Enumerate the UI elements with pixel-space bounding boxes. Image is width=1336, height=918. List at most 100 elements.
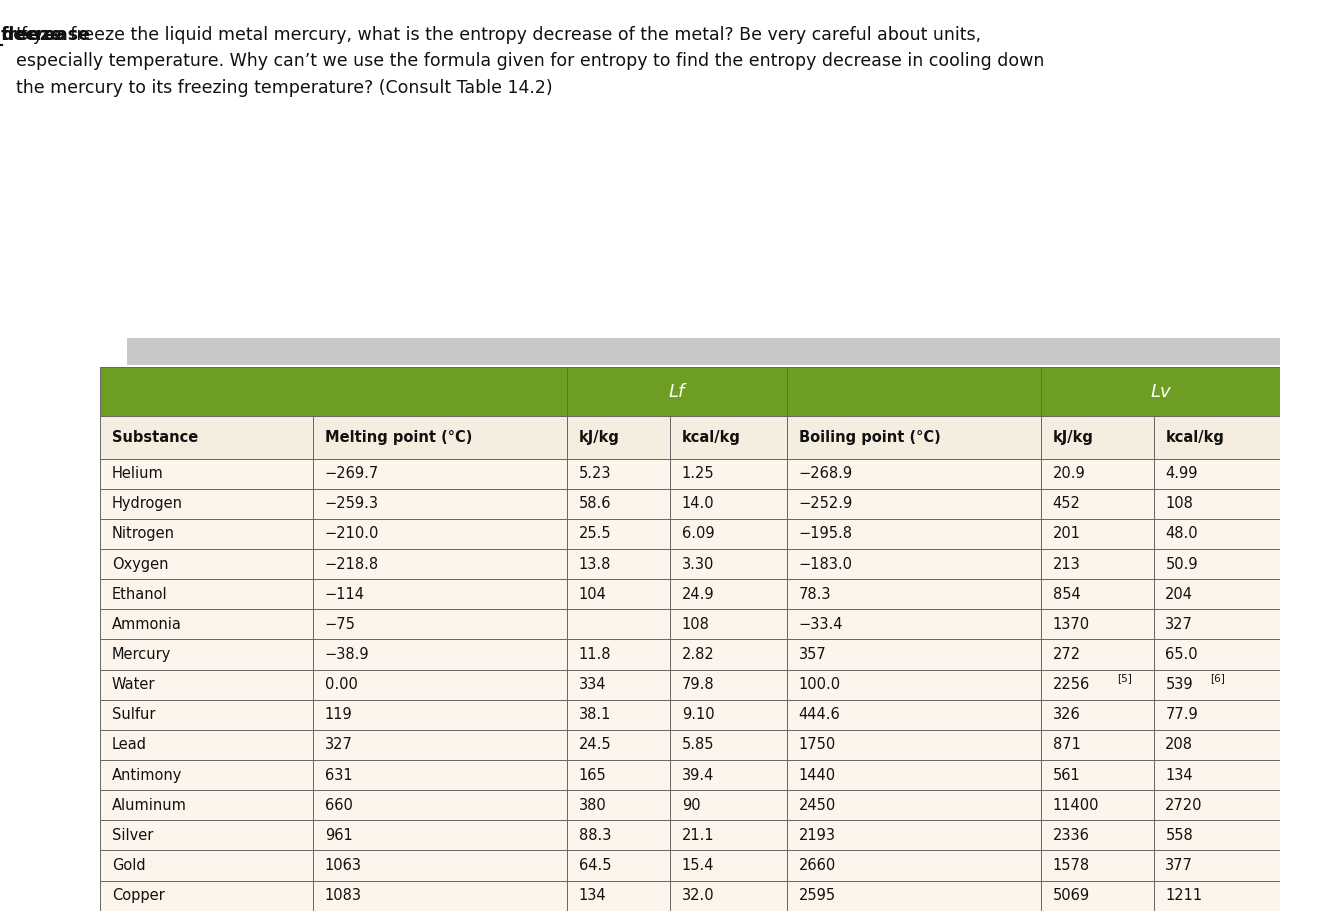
Bar [566, 458, 671, 488]
Bar [1153, 700, 1280, 730]
Bar [671, 610, 787, 639]
Bar [566, 639, 671, 669]
Text: 444.6: 444.6 [799, 707, 840, 722]
Bar [671, 488, 787, 519]
Bar [671, 458, 787, 488]
Text: 1370: 1370 [1053, 617, 1090, 632]
Text: 539: 539 [1165, 677, 1193, 692]
Bar [787, 458, 1041, 488]
Text: kJ/kg: kJ/kg [1053, 430, 1094, 445]
Bar [313, 760, 566, 790]
Text: −268.9: −268.9 [799, 466, 852, 481]
Bar [100, 549, 313, 579]
Text: 357: 357 [799, 647, 827, 662]
Bar [1153, 519, 1280, 549]
Bar [787, 790, 1041, 820]
Bar [100, 850, 313, 880]
Text: 100.0: 100.0 [799, 677, 840, 692]
Bar [566, 820, 671, 850]
Text: 21.1: 21.1 [681, 828, 715, 843]
Bar [1153, 488, 1280, 519]
Text: 854: 854 [1053, 587, 1081, 601]
Bar [313, 488, 566, 519]
Text: 377: 377 [1165, 858, 1193, 873]
Bar [787, 519, 1041, 549]
Bar [1041, 700, 1153, 730]
Text: 561: 561 [1053, 767, 1081, 782]
Text: 65.0: 65.0 [1165, 647, 1198, 662]
Text: 452: 452 [1053, 497, 1081, 511]
Bar [1153, 820, 1280, 850]
Text: −195.8: −195.8 [799, 526, 852, 542]
Text: Lv: Lv [1150, 383, 1170, 400]
Bar [787, 880, 1041, 911]
Text: kcal/kg: kcal/kg [1165, 430, 1224, 445]
Bar [566, 760, 671, 790]
Bar [100, 488, 313, 519]
Text: 11.8: 11.8 [578, 647, 612, 662]
Text: 108: 108 [681, 617, 709, 632]
Text: 334: 334 [578, 677, 607, 692]
Text: 1578: 1578 [1053, 858, 1090, 873]
Text: 201: 201 [1053, 526, 1081, 542]
Text: 6.09: 6.09 [681, 526, 715, 542]
Bar [100, 458, 313, 488]
Bar [566, 790, 671, 820]
Text: Oxygen: Oxygen [112, 556, 168, 572]
Text: 3.30: 3.30 [681, 556, 715, 572]
Text: decrease: decrease [1, 26, 90, 44]
Bar [100, 790, 313, 820]
Bar [787, 639, 1041, 669]
Bar [313, 820, 566, 850]
Text: 90: 90 [681, 798, 700, 812]
Bar [671, 669, 787, 700]
Text: Silver: Silver [112, 828, 154, 843]
Text: 108: 108 [1165, 497, 1193, 511]
Bar [787, 549, 1041, 579]
Bar [313, 880, 566, 911]
Text: 77.9: 77.9 [1165, 707, 1198, 722]
Text: 15.4: 15.4 [681, 858, 715, 873]
Bar [787, 610, 1041, 639]
Bar [566, 519, 671, 549]
Text: the mercury to its freezing temperature? (Consult Table 14.2): the mercury to its freezing temperature?… [16, 79, 553, 97]
Bar [1041, 458, 1153, 488]
Bar [566, 700, 671, 730]
Bar [1153, 850, 1280, 880]
Bar [1153, 730, 1280, 760]
Text: 5.85: 5.85 [681, 737, 715, 753]
Text: Aluminum: Aluminum [112, 798, 187, 812]
Bar [1153, 760, 1280, 790]
Text: −218.8: −218.8 [325, 556, 379, 572]
Bar [1153, 416, 1280, 458]
Bar [100, 880, 313, 911]
Bar [671, 880, 787, 911]
Bar [671, 790, 787, 820]
Text: 104: 104 [578, 587, 607, 601]
Bar [1041, 549, 1153, 579]
Text: Gold: Gold [112, 858, 146, 873]
Bar [1041, 820, 1153, 850]
Text: 38.1: 38.1 [578, 707, 612, 722]
Bar [1153, 579, 1280, 610]
Text: 64.5: 64.5 [578, 858, 612, 873]
Bar [671, 730, 787, 760]
Bar [1041, 488, 1153, 519]
Bar [1153, 639, 1280, 669]
Bar [100, 579, 313, 610]
Text: 48.0: 48.0 [1165, 526, 1198, 542]
Text: −114: −114 [325, 587, 365, 601]
Bar [671, 850, 787, 880]
Bar [100, 730, 313, 760]
Text: 1750: 1750 [799, 737, 836, 753]
Text: 326: 326 [1053, 707, 1081, 722]
Bar [671, 579, 787, 610]
Text: 2595: 2595 [799, 888, 836, 903]
Text: 5069: 5069 [1053, 888, 1090, 903]
Text: 558: 558 [1165, 828, 1193, 843]
Bar [313, 669, 566, 700]
Text: −252.9: −252.9 [799, 497, 852, 511]
Text: −269.7: −269.7 [325, 466, 379, 481]
Bar [787, 669, 1041, 700]
Text: 14.0: 14.0 [681, 497, 715, 511]
